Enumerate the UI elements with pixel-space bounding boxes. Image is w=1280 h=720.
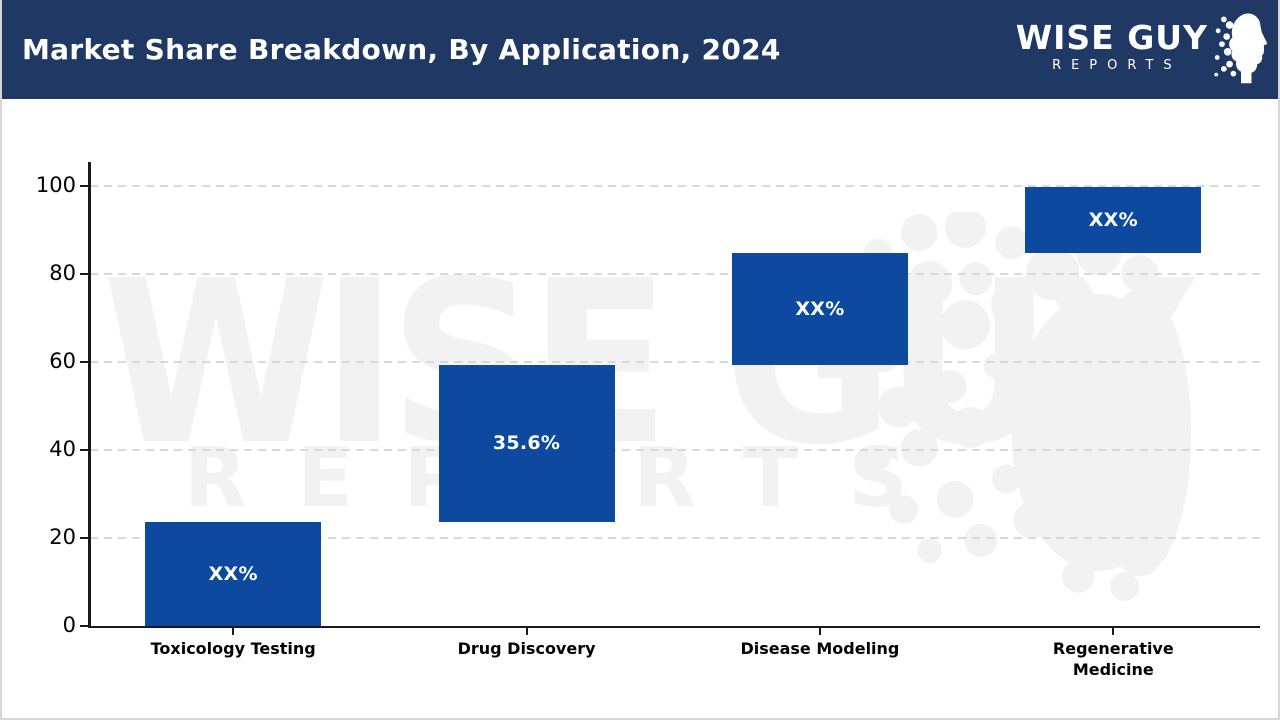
bar-disease-modeling: XX% <box>731 253 908 366</box>
x-axis-tick <box>232 628 235 635</box>
x-tick-label: Regenerative Medicine <box>1052 639 1174 679</box>
y-axis-tick <box>80 185 89 187</box>
x-axis-tick <box>525 628 528 635</box>
y-tick-label: 40 <box>49 437 76 461</box>
gridline <box>90 361 1260 363</box>
logo-wordmark: WISE GUY <box>1015 18 1208 58</box>
bar-toxicology-testing: XX% <box>145 521 322 626</box>
y-axis-line <box>88 162 91 628</box>
gridline <box>90 449 1260 451</box>
wise-guy-logo: WISE GUY REPORTS <box>1016 7 1270 87</box>
header: Market Share Breakdown, By Application, … <box>2 0 1278 99</box>
x-tick-label: Disease Modeling <box>740 639 900 658</box>
x-tick-label: Drug Discovery <box>457 639 596 658</box>
y-axis-tick <box>80 273 89 275</box>
logo-text: WISE GUY REPORTS <box>1016 21 1208 73</box>
bar-value-label: XX% <box>208 562 258 585</box>
gridline <box>90 537 1260 539</box>
bar-value-label: 35.6% <box>492 432 561 455</box>
bar-value-label: XX% <box>795 298 845 321</box>
y-tick-label: 80 <box>49 261 76 285</box>
logo-subtext: REPORTS <box>1052 57 1182 73</box>
bar-drug-discovery: 35.6% <box>438 365 615 522</box>
x-axis-tick <box>1112 628 1115 635</box>
y-tick-label: 20 <box>49 525 76 549</box>
bar-regenerative-medicine: XX% <box>1025 186 1202 254</box>
y-axis-tick <box>80 449 89 451</box>
x-axis-tick <box>818 628 821 635</box>
y-axis-tick <box>80 537 89 539</box>
y-tick-label: 60 <box>49 349 76 373</box>
gridline <box>90 273 1260 275</box>
y-tick-label: 0 <box>62 613 76 637</box>
gridline <box>90 185 1260 187</box>
y-tick-label: 100 <box>35 173 76 197</box>
logo-head-icon <box>1214 13 1267 84</box>
chart-title: Market Share Breakdown, By Application, … <box>22 33 781 66</box>
y-axis-tick <box>80 625 89 627</box>
x-tick-label: Toxicology Testing <box>150 639 316 658</box>
x-axis-line <box>88 625 1260 628</box>
y-axis-tick <box>80 361 89 363</box>
bar-value-label: XX% <box>1088 209 1138 232</box>
